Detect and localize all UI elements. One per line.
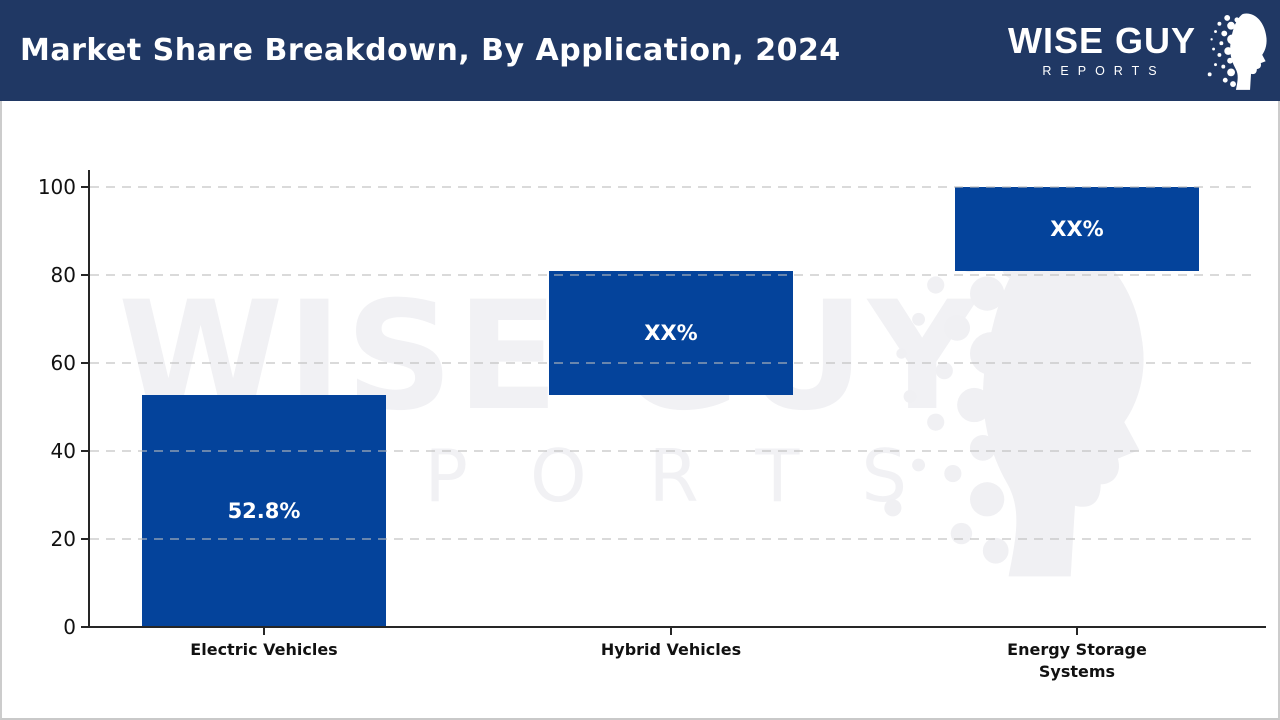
x-axis-line <box>88 626 1266 628</box>
bar-value-label: 52.8% <box>227 498 301 523</box>
y-tick-label-0: 0 <box>63 615 76 639</box>
y-tick-mark-40 <box>81 450 88 452</box>
y-axis-line <box>88 170 90 628</box>
y-tick-label-100: 100 <box>37 175 76 199</box>
bar-value-label: XX% <box>644 320 698 345</box>
y-tick-label-60: 60 <box>50 351 76 375</box>
x-tick-mark-electric-vehicles <box>263 628 265 635</box>
x-tick-mark-hybrid-vehicles <box>670 628 672 635</box>
y-tick-mark-100 <box>81 186 88 188</box>
y-tick-mark-60 <box>81 362 88 364</box>
gridline-y-100 <box>90 186 1255 188</box>
y-tick-label-80: 80 <box>50 263 76 287</box>
bar-value-label: XX% <box>1050 216 1104 241</box>
y-tick-mark-80 <box>81 274 88 276</box>
gridline-y-20 <box>90 538 1255 540</box>
x-category-label-energy-storage-systems: Energy Storage Systems <box>1007 640 1147 681</box>
x-category-label-hybrid-vehicles: Hybrid Vehicles <box>600 640 742 659</box>
gridline-y-60 <box>90 362 1255 364</box>
y-tick-mark-0 <box>81 626 88 628</box>
gridline-y-40 <box>90 450 1255 452</box>
brand-logo: WISE GUY REPORTS <box>1008 10 1280 92</box>
header-bar: Market Share Breakdown, By Application, … <box>0 0 1280 101</box>
watermark-face-icon <box>884 240 1144 577</box>
y-tick-label-20: 20 <box>50 527 76 551</box>
bar-energy-storage-systems: XX% <box>955 187 1199 271</box>
x-tick-mark-energy-storage-systems <box>1076 628 1078 635</box>
brand-subtitle: REPORTS <box>1042 64 1166 78</box>
x-category-label-electric-vehicles: Electric Vehicles <box>190 640 338 659</box>
page-title: Market Share Breakdown, By Application, … <box>20 33 841 68</box>
y-tick-label-40: 40 <box>50 439 76 463</box>
brand-logo-text: WISE GUY REPORTS <box>1007 20 1196 79</box>
y-tick-mark-20 <box>81 538 88 540</box>
logo-face-icon <box>1207 13 1267 90</box>
bar-hybrid-vehicles: XX% <box>549 270 793 395</box>
gridline-y-80 <box>90 274 1255 276</box>
bar-electric-vehicles: 52.8% <box>142 394 386 627</box>
brand-name: WISE GUY <box>1007 20 1196 61</box>
